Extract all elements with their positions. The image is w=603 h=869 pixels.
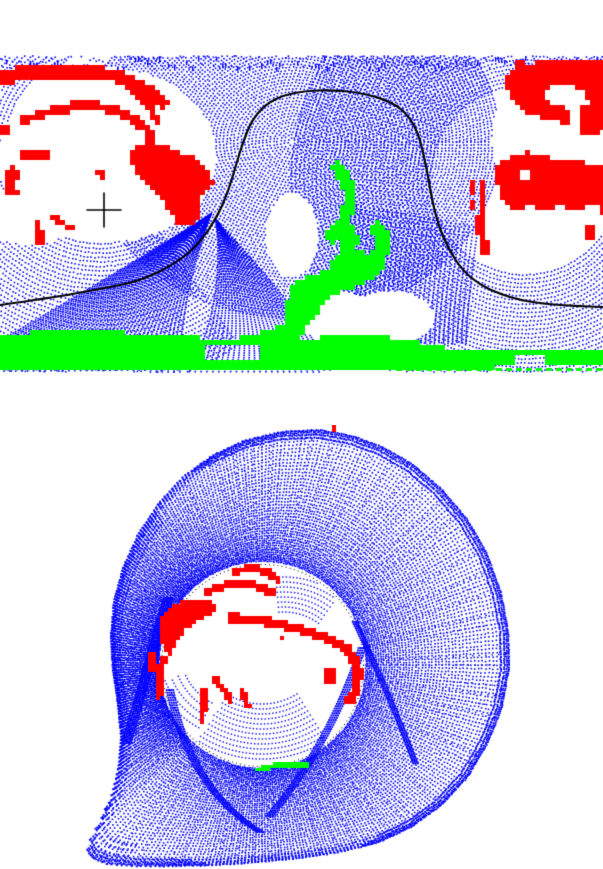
- field-line-3d-panel: [0, 425, 603, 869]
- synoptic-map-panel: [0, 55, 603, 375]
- field-line-3d-canvas: [0, 425, 603, 869]
- synoptic-map-canvas: [0, 55, 603, 375]
